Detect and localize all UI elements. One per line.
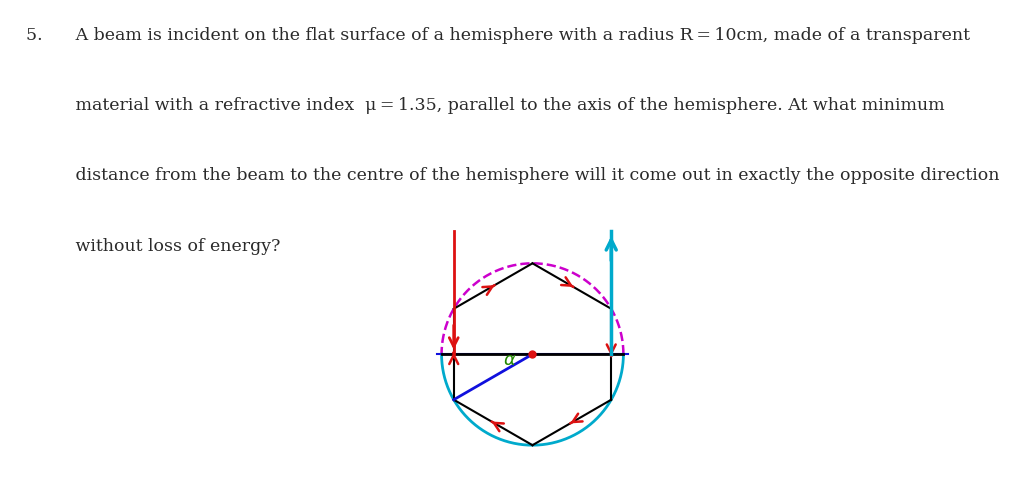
Text: material with a refractive index  μ = 1.35, parallel to the axis of the hemisphe: material with a refractive index μ = 1.3…	[26, 97, 944, 114]
Text: α: α	[504, 351, 515, 369]
Text: 5.      A beam is incident on the flat surface of a hemisphere with a radius R =: 5. A beam is incident on the flat surfac…	[26, 27, 970, 44]
Text: distance from the beam to the centre of the hemisphere will it come out in exact: distance from the beam to the centre of …	[26, 167, 999, 185]
Text: without loss of energy?: without loss of energy?	[26, 238, 280, 255]
